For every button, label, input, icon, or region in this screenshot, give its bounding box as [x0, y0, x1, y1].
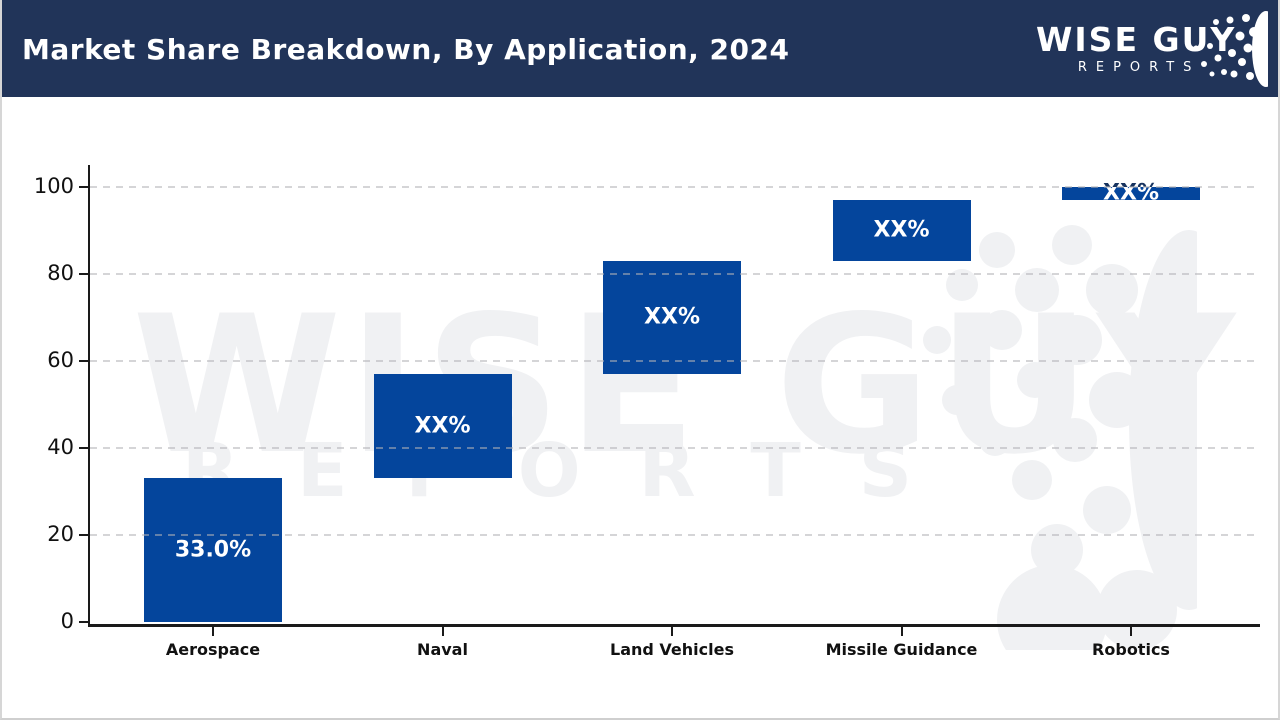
gridline-100	[90, 185, 1257, 188]
x-tick-mark-2	[671, 627, 673, 636]
y-tick-label-60: 60	[47, 347, 74, 372]
brand-name: WISE GUY	[1036, 20, 1237, 59]
x-tick-label-land-vehicles: Land Vehicles	[610, 640, 734, 659]
brand-subname: REPORTS	[1077, 60, 1201, 75]
x-tick-mark-1	[441, 627, 444, 636]
y-tick-mark-60	[79, 359, 88, 362]
y-tick-mark-20	[79, 533, 88, 536]
y-tick-mark-40	[79, 446, 88, 449]
y-tick-label-40: 40	[47, 434, 74, 459]
y-tick-label-80: 80	[47, 260, 74, 285]
y-tick-label-100: 100	[33, 173, 74, 198]
bar-missile-guidance: XX%	[832, 199, 971, 261]
x-tick-label-aerospace: Aerospace	[165, 640, 261, 659]
gridline-20	[90, 533, 1257, 536]
brand-logo-text: WISE GUY REPORTS	[1036, 20, 1237, 76]
watermark-head-dots-graphic	[923, 225, 1197, 650]
bar-naval: XX%	[373, 373, 512, 479]
y-tick-mark-100	[79, 185, 88, 188]
y-tick-mark-80	[79, 272, 88, 275]
page-title: Market Share Breakdown, By Application, …	[22, 33, 790, 66]
bar-robotics: XX%	[1062, 186, 1200, 200]
bar-label-0: 33.0%	[174, 537, 252, 563]
x-tick-mark-4	[1130, 627, 1132, 636]
bar-aerospace: 33.0%	[144, 478, 282, 622]
bar-label-2: XX%	[644, 304, 700, 330]
brand-logo: WISE GUY REPORTS	[1008, 8, 1268, 90]
y-tick-mark-0	[79, 621, 88, 623]
x-tick-mark-0	[212, 627, 214, 636]
y-tick-label-20: 20	[47, 521, 74, 546]
bar-label-1: XX%	[414, 413, 471, 439]
gridline-60	[90, 359, 1257, 362]
bar-label-4: XX%	[1103, 186, 1159, 200]
brand-head-dots-icon	[1193, 11, 1268, 87]
gridline-80	[90, 272, 1257, 275]
chart-plot-area: 02040608010033.0%33.0%AerospaceXX%XX%Nav…	[2, 97, 1278, 718]
x-tick-mark-3	[900, 627, 903, 636]
y-axis-line	[88, 165, 90, 627]
x-tick-label-missile-guidance: Missile Guidance	[825, 640, 978, 659]
bar-label-3: XX%	[873, 217, 930, 243]
watermark-line2: REPORTS	[182, 428, 971, 514]
x-axis-line	[88, 624, 1260, 627]
header-bar: Market Share Breakdown, By Application, …	[2, 0, 1278, 97]
gridline-40	[90, 446, 1257, 449]
y-tick-label-0: 0	[60, 609, 74, 633]
x-tick-label-robotics: Robotics	[1092, 640, 1170, 659]
x-tick-label-naval: Naval	[417, 640, 468, 659]
bar-land-vehicles: XX%	[603, 260, 741, 374]
